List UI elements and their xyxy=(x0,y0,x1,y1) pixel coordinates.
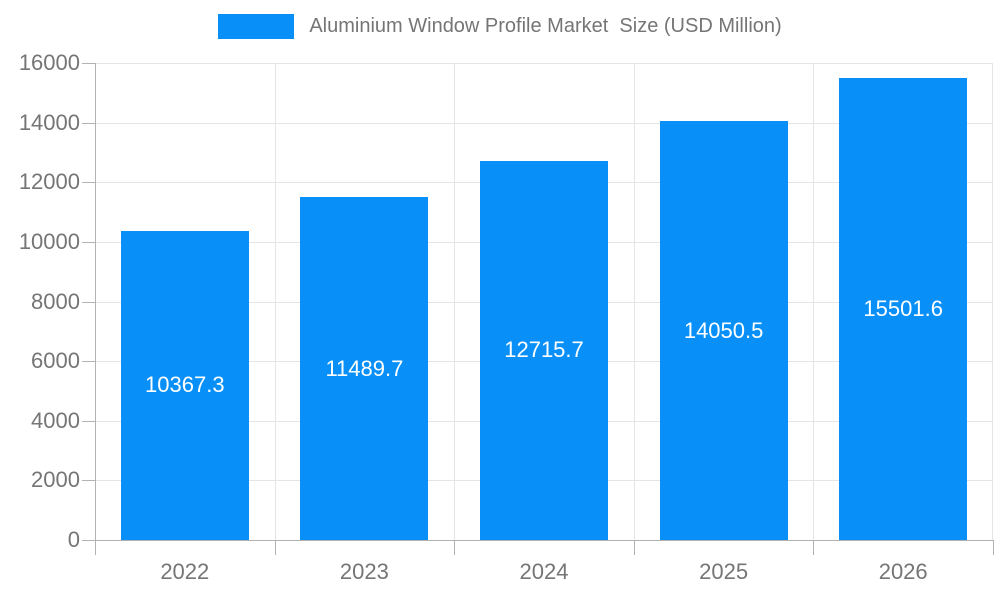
bar-2024[interactable] xyxy=(480,160,608,540)
y-axis-tick xyxy=(82,420,95,422)
x-axis-tick xyxy=(633,540,635,555)
y-axis-tick xyxy=(82,241,95,243)
x-tick-label: 2026 xyxy=(878,559,928,584)
y-axis-line xyxy=(95,63,96,540)
v-gridline xyxy=(992,63,993,540)
x-tick-label: 2023 xyxy=(339,559,389,584)
bar-value-label: 14050.5 xyxy=(683,317,764,343)
x-axis-tick xyxy=(454,540,456,555)
bar-2022[interactable] xyxy=(120,230,249,540)
x-tick-label: 2022 xyxy=(160,559,210,584)
h-gridline xyxy=(95,63,993,64)
y-tick-label: 6000 xyxy=(31,348,80,374)
y-tick-label: 14000 xyxy=(18,109,80,135)
h-gridline xyxy=(95,122,993,124)
bar-value-label: 15501.6 xyxy=(863,295,943,321)
y-axis-tick xyxy=(82,540,95,541)
x-tick-label: 2025 xyxy=(699,559,749,584)
bar-2023[interactable] xyxy=(300,197,429,540)
legend-label[interactable]: Aluminium Window Profile Market Size (US… xyxy=(309,15,782,37)
plot-area: 10367.3 11489.7 12715.7 14050.5 15501.6 xyxy=(95,63,993,540)
bar-value-label: 10367.3 xyxy=(145,372,225,398)
y-tick-label: 12000 xyxy=(18,169,80,195)
x-axis-tick xyxy=(95,540,96,555)
bar-2025[interactable] xyxy=(659,121,788,540)
y-axis-tick xyxy=(82,182,95,184)
y-axis-tick xyxy=(82,361,95,363)
legend-swatch[interactable] xyxy=(218,14,295,39)
y-tick-label: 8000 xyxy=(31,288,80,314)
v-gridline xyxy=(813,63,815,540)
v-gridline xyxy=(274,63,276,540)
y-axis-tick xyxy=(82,122,95,124)
y-tick-label: 0 xyxy=(67,527,80,552)
y-axis-tick xyxy=(82,301,95,303)
y-tick-label: 16000 xyxy=(18,50,80,75)
x-tick-label: 2024 xyxy=(519,559,569,584)
y-axis-tick xyxy=(82,63,95,64)
bar-value-label: 12715.7 xyxy=(504,337,584,363)
y-tick-label: 2000 xyxy=(31,467,80,493)
bar-2026[interactable] xyxy=(839,77,968,540)
bar-value-label: 11489.7 xyxy=(325,355,404,381)
y-axis-tick xyxy=(82,480,95,482)
y-tick-label: 10000 xyxy=(18,228,80,254)
x-axis-tick xyxy=(274,540,276,555)
v-gridline xyxy=(633,63,635,540)
x-axis-line xyxy=(95,540,993,541)
x-axis-tick xyxy=(813,540,815,555)
x-axis-tick xyxy=(993,540,994,555)
legend[interactable]: Aluminium Window Profile Market Size (US… xyxy=(0,14,1000,39)
v-gridline xyxy=(454,63,456,540)
y-tick-label: 4000 xyxy=(31,407,80,433)
